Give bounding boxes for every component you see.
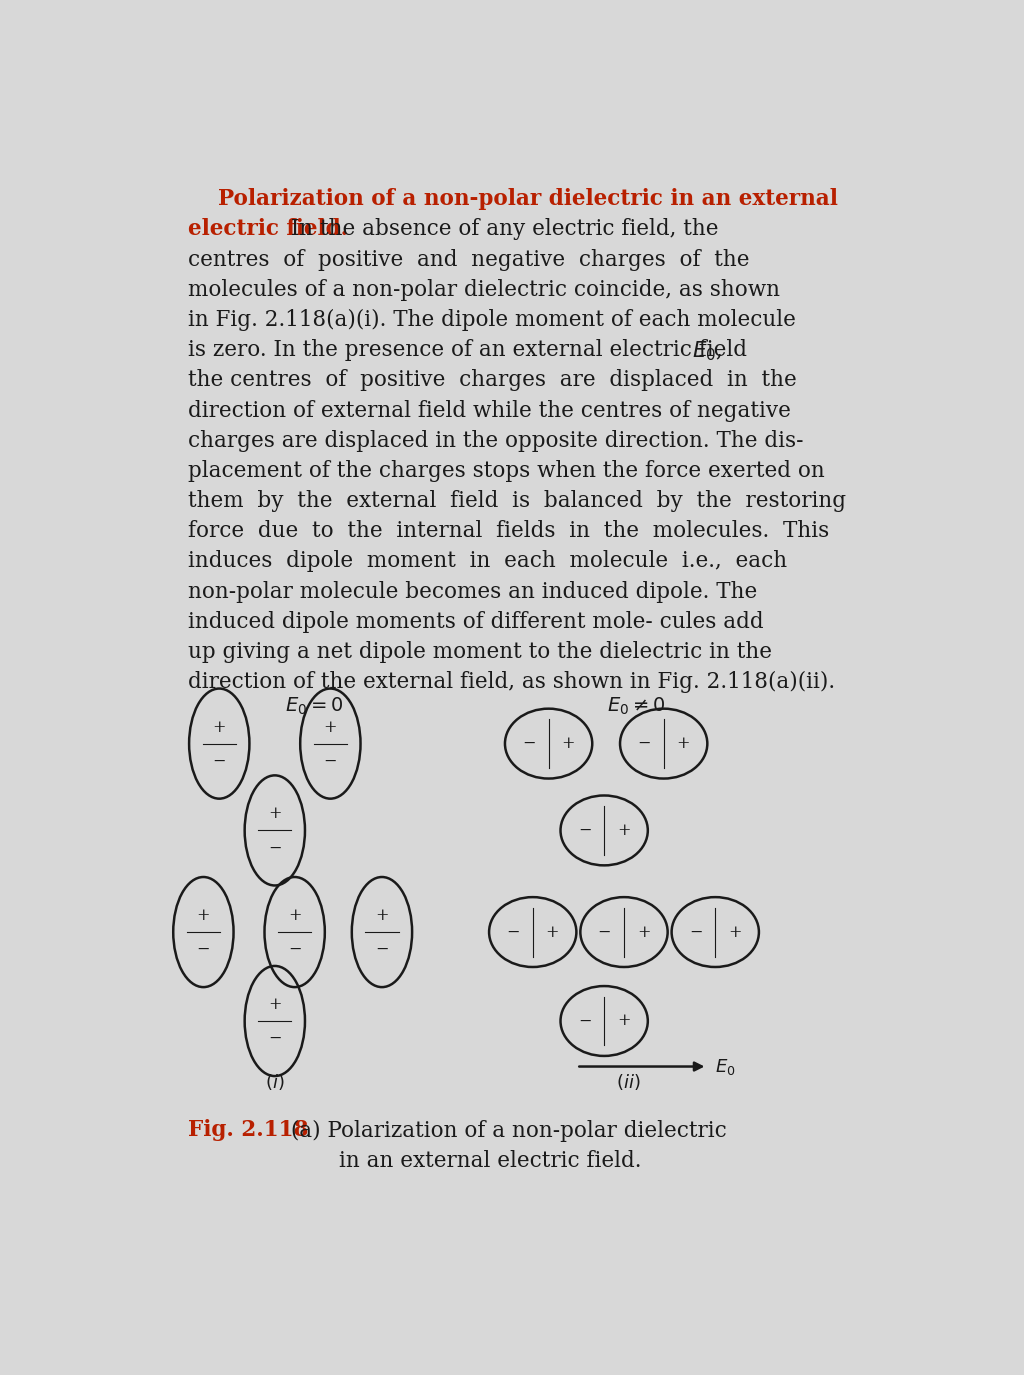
Text: centres  of  positive  and  negative  charges  of  the: centres of positive and negative charges… xyxy=(187,249,749,271)
Text: −: − xyxy=(522,736,536,752)
Text: In the absence of any electric field, the: In the absence of any electric field, th… xyxy=(285,219,719,241)
Text: −: − xyxy=(288,941,301,958)
Text: +: + xyxy=(268,806,282,822)
Text: placement of the charges stops when the force exerted on: placement of the charges stops when the … xyxy=(187,459,824,481)
Text: force  due  to  the  internal  fields  in  the  molecules.  This: force due to the internal fields in the … xyxy=(187,520,828,542)
Text: +: + xyxy=(375,908,389,924)
Text: −: − xyxy=(268,1030,282,1048)
Text: (a) Polarization of a non-polar dielectric: (a) Polarization of a non-polar dielectr… xyxy=(285,1119,727,1141)
Text: −: − xyxy=(375,941,389,958)
Text: +: + xyxy=(268,996,282,1013)
Text: −: − xyxy=(268,840,282,857)
Text: direction of the external field, as shown in Fig. 2.118(a)(ii).: direction of the external field, as show… xyxy=(187,671,835,693)
Text: molecules of a non-polar dielectric coincide, as shown: molecules of a non-polar dielectric coin… xyxy=(187,279,779,301)
Text: $(i)$: $(i)$ xyxy=(265,1072,285,1092)
Text: −: − xyxy=(637,736,650,752)
Text: +: + xyxy=(637,924,650,941)
Text: +: + xyxy=(546,924,559,941)
Text: +: + xyxy=(213,719,226,736)
Text: −: − xyxy=(197,941,210,958)
Text: +: + xyxy=(197,908,210,924)
Text: +: + xyxy=(324,719,337,736)
Text: induces  dipole  moment  in  each  molecule  i.e.,  each: induces dipole moment in each molecule i… xyxy=(187,550,786,572)
Text: them  by  the  external  field  is  balanced  by  the  restoring: them by the external field is balanced b… xyxy=(187,490,846,512)
Text: −: − xyxy=(689,924,702,941)
Text: in an external electric field.: in an external electric field. xyxy=(285,1150,642,1172)
Text: $(ii)$: $(ii)$ xyxy=(615,1072,640,1092)
Text: Polarization of a non-polar dielectric in an external: Polarization of a non-polar dielectric i… xyxy=(187,188,838,210)
Text: −: − xyxy=(507,924,520,941)
Text: $E_0$,: $E_0$, xyxy=(692,340,723,363)
Text: −: − xyxy=(578,1012,591,1030)
Text: the centres  of  positive  charges  are  displaced  in  the: the centres of positive charges are disp… xyxy=(187,370,797,392)
Text: +: + xyxy=(617,822,631,839)
Text: charges are displaced in the opposite direction. The dis-: charges are displaced in the opposite di… xyxy=(187,429,803,451)
Text: +: + xyxy=(617,1012,631,1030)
Text: is zero. In the presence of an external electric field: is zero. In the presence of an external … xyxy=(187,340,754,362)
Text: −: − xyxy=(213,752,226,770)
Text: induced dipole moments of different mole- cules add: induced dipole moments of different mole… xyxy=(187,610,763,632)
Text: +: + xyxy=(288,908,301,924)
Text: Fig. 2.118: Fig. 2.118 xyxy=(187,1119,308,1141)
Text: −: − xyxy=(578,822,591,839)
Text: in Fig. 2.118(a)(i). The dipole moment of each molecule: in Fig. 2.118(a)(i). The dipole moment o… xyxy=(187,309,796,331)
Text: $E_0 = 0$: $E_0 = 0$ xyxy=(286,696,344,718)
Text: $E_0 \neq 0$: $E_0 \neq 0$ xyxy=(606,696,666,718)
Text: +: + xyxy=(728,924,741,941)
Text: non-polar molecule becomes an induced dipole. The: non-polar molecule becomes an induced di… xyxy=(187,580,757,602)
Text: +: + xyxy=(561,736,575,752)
Text: direction of external field while the centres of negative: direction of external field while the ce… xyxy=(187,400,791,422)
Text: −: − xyxy=(324,752,337,770)
Text: electric field.: electric field. xyxy=(187,219,347,241)
Text: +: + xyxy=(677,736,690,752)
Text: up giving a net dipole moment to the dielectric in the: up giving a net dipole moment to the die… xyxy=(187,641,771,663)
Text: −: − xyxy=(598,924,611,941)
Text: $E_0$: $E_0$ xyxy=(715,1056,736,1077)
